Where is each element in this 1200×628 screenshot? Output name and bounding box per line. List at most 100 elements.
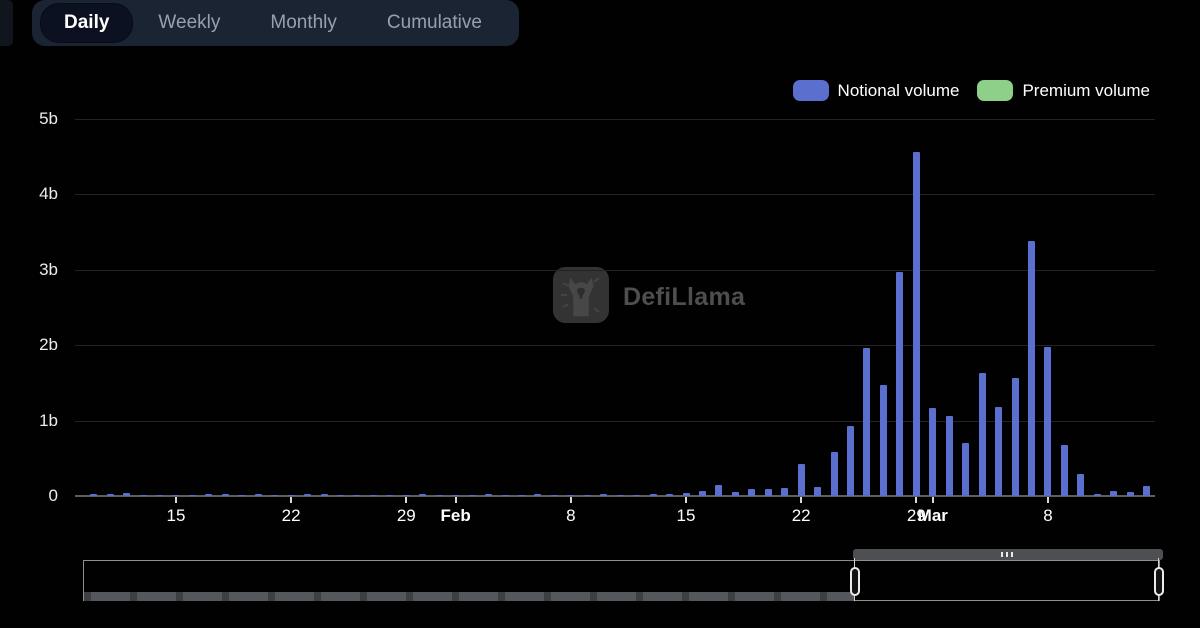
bar-notional bbox=[254, 494, 262, 496]
brush-unselected-strip[interactable] bbox=[84, 592, 854, 601]
x-axis-tick bbox=[290, 497, 293, 503]
bar-notional bbox=[452, 495, 460, 496]
bar-notional bbox=[583, 495, 591, 496]
bar-notional bbox=[188, 495, 196, 496]
bar-notional bbox=[830, 452, 838, 496]
bar-notional bbox=[945, 416, 953, 496]
legend-item-notional[interactable]: Notional volume bbox=[792, 80, 960, 101]
premium-volume-swatch-icon bbox=[977, 80, 1014, 101]
tab-cumulative[interactable]: Cumulative bbox=[386, 12, 482, 33]
bar-notional bbox=[666, 493, 674, 496]
bar-notional bbox=[402, 495, 410, 496]
gridline bbox=[75, 194, 1155, 196]
bar-notional bbox=[748, 489, 756, 496]
y-axis-label: 0 bbox=[48, 486, 58, 505]
bar-notional bbox=[1077, 474, 1085, 496]
x-axis-label: 29 bbox=[396, 506, 416, 525]
y-axis-label: 4b bbox=[39, 184, 58, 204]
y-axis-label: 5b bbox=[39, 109, 58, 128]
bar-notional bbox=[534, 494, 542, 496]
tab-weekly[interactable]: Weekly bbox=[158, 12, 221, 33]
bar-notional bbox=[879, 385, 887, 496]
x-axis-label: 22 bbox=[281, 506, 301, 525]
x-axis-label: 8 bbox=[1043, 506, 1053, 525]
x-axis-label: 15 bbox=[166, 506, 186, 525]
bar-notional bbox=[517, 495, 525, 496]
bar-notional bbox=[863, 348, 871, 496]
legend-label-premium: Premium volume bbox=[1022, 80, 1150, 100]
bar-notional bbox=[139, 495, 147, 496]
bar-notional bbox=[764, 489, 772, 496]
bar-notional bbox=[90, 493, 98, 496]
brush-handle-right[interactable] bbox=[1154, 567, 1164, 596]
legend-item-premium[interactable]: Premium volume bbox=[977, 80, 1150, 101]
bar-notional bbox=[435, 495, 443, 496]
bar-notional bbox=[271, 495, 279, 496]
bar-notional bbox=[1028, 241, 1036, 496]
bar-notional bbox=[287, 495, 295, 496]
brush-handle-left[interactable] bbox=[850, 567, 860, 596]
bar-notional bbox=[1093, 494, 1101, 496]
x-axis-tick bbox=[569, 497, 572, 503]
bar-notional bbox=[682, 492, 690, 496]
period-tab-bar: Daily Weekly Monthly Cumulative bbox=[32, 0, 519, 46]
bar-notional bbox=[978, 373, 986, 496]
bar-notional bbox=[1126, 492, 1134, 496]
chart-legend: Notional volume Premium volume bbox=[792, 80, 1150, 101]
defillama-llama-logo-icon bbox=[552, 266, 610, 329]
x-axis-label: 22 bbox=[791, 506, 811, 525]
x-axis-label: 15 bbox=[676, 506, 696, 525]
x-axis-tick bbox=[800, 497, 803, 503]
tab-daily[interactable]: Daily bbox=[40, 3, 134, 43]
bar-notional bbox=[847, 425, 855, 496]
x-axis-tick bbox=[685, 497, 687, 503]
bar-notional bbox=[1044, 347, 1052, 496]
bar-notional bbox=[172, 495, 180, 496]
legend-label-notional: Notional volume bbox=[837, 80, 960, 100]
bar-notional bbox=[353, 495, 361, 496]
bar-notional bbox=[698, 490, 706, 496]
bar-notional bbox=[649, 494, 657, 496]
bar-notional bbox=[238, 494, 246, 496]
bar-notional bbox=[320, 493, 328, 496]
bar-notional bbox=[369, 495, 377, 496]
watermark-text: DefiLlama bbox=[623, 283, 746, 311]
bar-notional bbox=[929, 407, 937, 496]
bar-notional bbox=[781, 488, 789, 496]
bar-notional bbox=[419, 493, 427, 496]
drag-grip-icon[interactable] bbox=[1001, 552, 1015, 557]
bar-notional bbox=[912, 152, 920, 496]
bar-notional bbox=[633, 495, 641, 496]
bar-notional bbox=[600, 494, 608, 496]
bar-notional bbox=[995, 407, 1003, 496]
tab-monthly[interactable]: Monthly bbox=[270, 12, 337, 33]
x-axis-tick bbox=[915, 497, 918, 503]
bar-notional bbox=[336, 495, 344, 496]
bar-notional bbox=[123, 493, 131, 496]
x-axis-tick bbox=[405, 497, 408, 503]
x-axis-tick bbox=[1046, 497, 1049, 503]
x-axis-label: Feb bbox=[440, 506, 471, 525]
y-axis-label: 3b bbox=[39, 259, 58, 279]
bar-notional bbox=[468, 495, 476, 496]
y-axis-label: 1b bbox=[39, 410, 58, 430]
brush-selected-bar[interactable] bbox=[853, 549, 1163, 560]
bar-notional bbox=[156, 495, 163, 496]
bar-notional bbox=[205, 494, 213, 496]
watermark: DefiLlama bbox=[552, 266, 745, 329]
bar-notional bbox=[797, 463, 805, 496]
gridline bbox=[75, 119, 1155, 120]
notional-volume-swatch-icon bbox=[792, 80, 829, 101]
bar-notional bbox=[731, 492, 739, 496]
bar-notional bbox=[962, 443, 970, 496]
bar-notional bbox=[616, 495, 624, 496]
gridline bbox=[75, 345, 1155, 347]
bar-notional bbox=[550, 495, 558, 496]
x-axis-line bbox=[75, 495, 1155, 497]
bar-notional bbox=[567, 494, 575, 496]
bar-notional bbox=[814, 486, 822, 496]
bar-notional bbox=[221, 494, 229, 496]
x-axis-tick bbox=[454, 497, 457, 503]
